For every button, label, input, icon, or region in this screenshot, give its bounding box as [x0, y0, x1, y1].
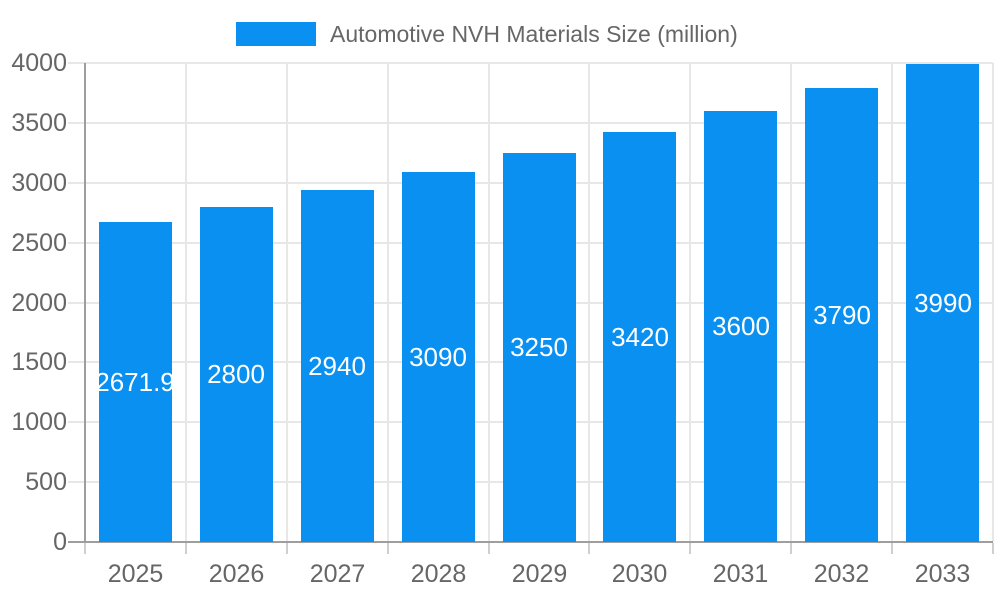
- x-axis-label: 2027: [309, 560, 366, 588]
- gridline-vertical: [790, 63, 792, 542]
- y-axis-label: 1000: [11, 408, 67, 436]
- bar-value-label: 3250: [510, 332, 568, 362]
- x-axis-tick: [387, 543, 389, 554]
- gridline-vertical: [689, 63, 691, 542]
- x-axis-label: 2033: [914, 560, 971, 588]
- legend-label: Automotive NVH Materials Size (million): [330, 21, 738, 47]
- y-axis-tick: [68, 481, 85, 483]
- bar-2027[interactable]: [301, 190, 374, 542]
- y-axis-label: 500: [25, 468, 67, 496]
- gridline-vertical: [286, 63, 288, 542]
- y-axis-label: 3500: [11, 109, 67, 137]
- bar-value-label: 3790: [813, 300, 871, 330]
- x-axis-tick: [588, 543, 590, 554]
- x-axis-line: [68, 541, 993, 543]
- y-axis-line: [84, 63, 86, 544]
- gridline-vertical: [185, 63, 187, 542]
- y-axis-label: 4000: [11, 49, 67, 77]
- x-axis-tick: [84, 543, 86, 554]
- x-axis-tick: [891, 543, 893, 554]
- y-axis-tick: [68, 122, 85, 124]
- gridline-vertical: [588, 63, 590, 542]
- bar-2029[interactable]: [503, 153, 576, 542]
- y-axis-tick: [68, 361, 85, 363]
- y-axis-tick: [68, 242, 85, 244]
- y-axis-label: 0: [53, 528, 67, 556]
- x-axis-label: 2031: [712, 560, 769, 588]
- bar-2030[interactable]: [603, 132, 676, 542]
- gridline-vertical: [891, 63, 893, 542]
- bar-2031[interactable]: [704, 111, 777, 542]
- bar-2028[interactable]: [402, 172, 475, 542]
- x-axis-tick: [689, 543, 691, 554]
- x-axis-label: 2026: [208, 560, 265, 588]
- bar-value-label: 3420: [611, 322, 669, 352]
- bar-2026[interactable]: [200, 207, 273, 542]
- bar-2025[interactable]: [99, 222, 172, 542]
- y-axis-tick: [68, 182, 85, 184]
- bar-value-label: 3600: [712, 311, 770, 341]
- bar-value-label: 2940: [308, 351, 366, 381]
- x-axis-tick: [992, 543, 994, 554]
- legend-swatch: [236, 22, 316, 46]
- gridline-horizontal: [85, 122, 993, 124]
- y-axis-label: 2000: [11, 289, 67, 317]
- x-axis-label: 2025: [107, 560, 164, 588]
- y-axis-tick: [68, 421, 85, 423]
- x-axis-label: 2029: [511, 560, 568, 588]
- gridline-vertical: [992, 63, 994, 542]
- x-axis-tick: [185, 543, 187, 554]
- bar-value-label: 3990: [914, 288, 972, 318]
- x-axis-label: 2028: [410, 560, 467, 588]
- bar-2033[interactable]: [906, 64, 979, 542]
- y-axis-label: 2500: [11, 229, 67, 257]
- bar-value-label: 2800: [207, 359, 265, 389]
- bar-value-label: 3090: [409, 342, 467, 372]
- x-axis-tick: [790, 543, 792, 554]
- x-axis-label: 2032: [813, 560, 870, 588]
- y-axis-label: 1500: [11, 348, 67, 376]
- y-axis-tick: [68, 62, 85, 64]
- gridline-horizontal: [85, 62, 993, 64]
- y-axis-tick: [68, 302, 85, 304]
- y-axis-label: 3000: [11, 169, 67, 197]
- gridline-vertical: [488, 63, 490, 542]
- x-axis-tick: [488, 543, 490, 554]
- x-axis-label: 2030: [611, 560, 668, 588]
- x-axis-tick: [286, 543, 288, 554]
- bar-2032[interactable]: [805, 88, 878, 542]
- legend-item[interactable]: Automotive NVH Materials Size (million): [236, 22, 738, 46]
- gridline-vertical: [387, 63, 389, 542]
- bar-value-label: 2671.9: [95, 367, 175, 397]
